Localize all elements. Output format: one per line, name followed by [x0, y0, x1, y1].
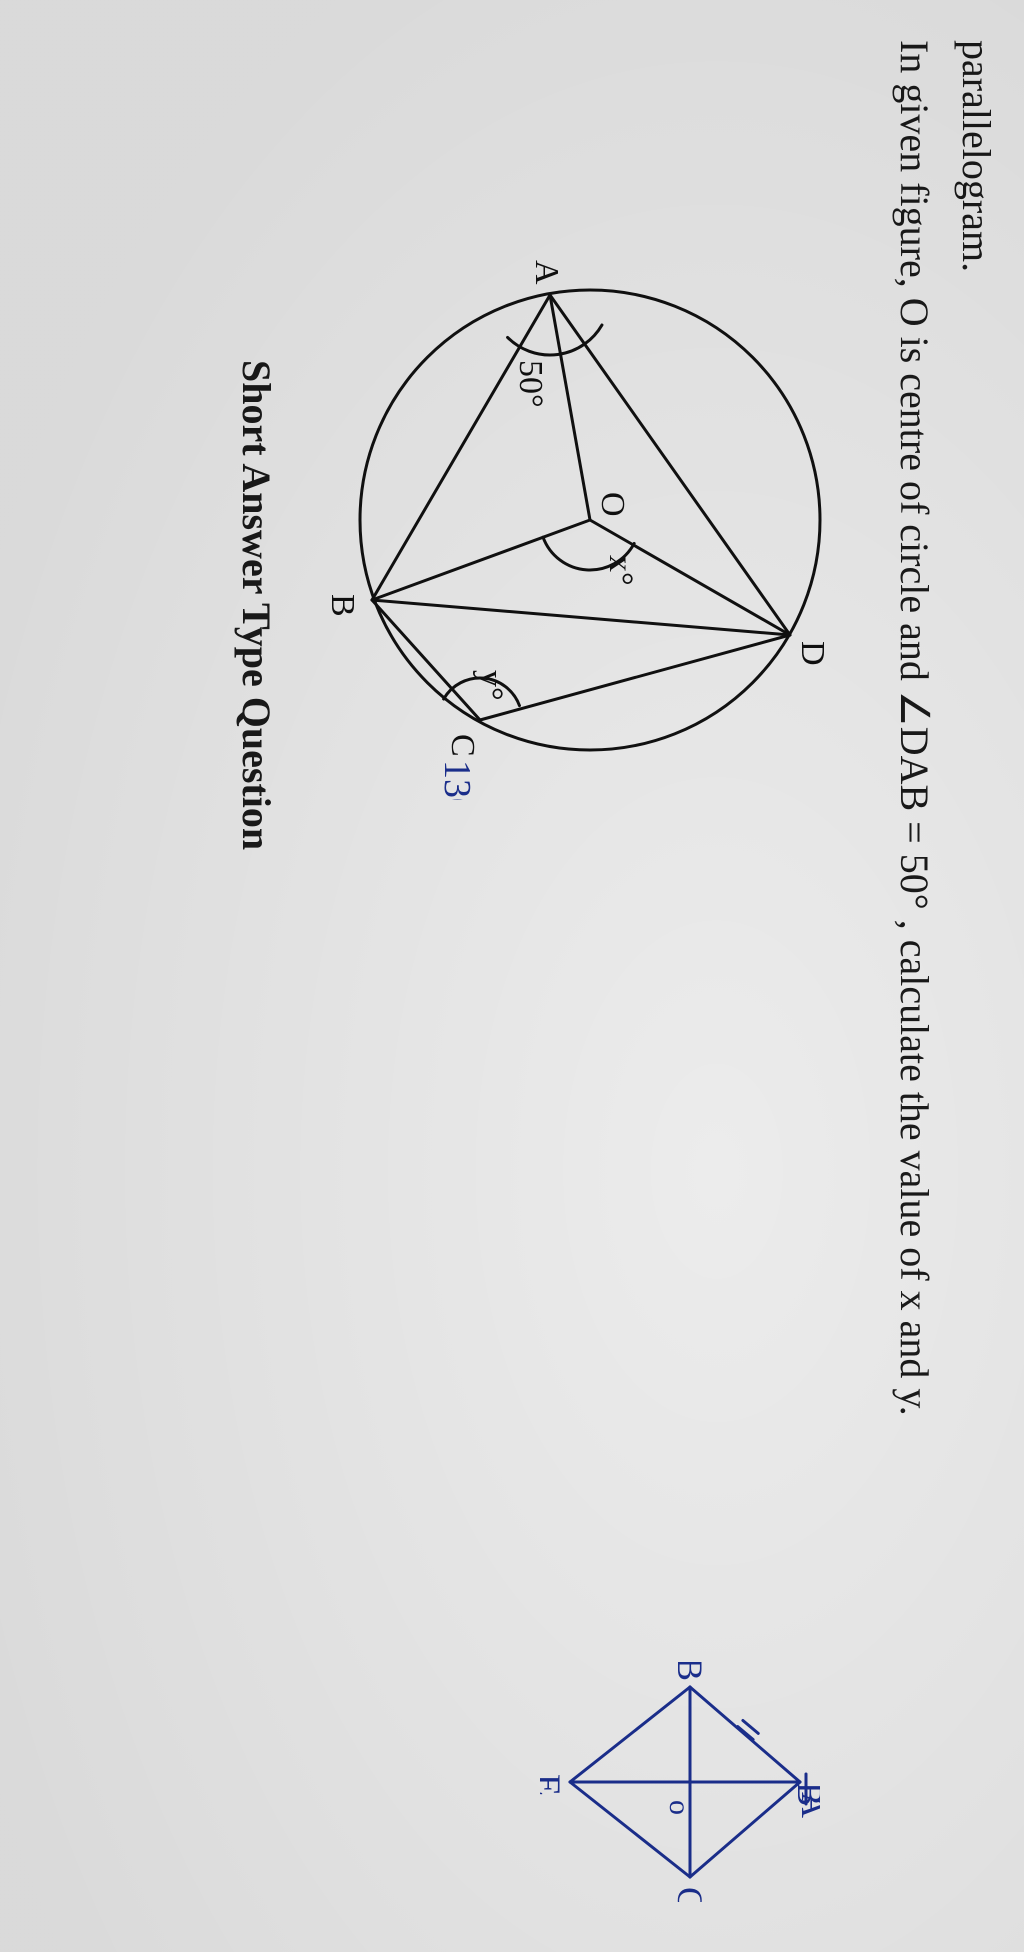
page-content: parallelogram. In given figure, O is cen…: [0, 0, 1024, 1952]
sketch-edge-AC: [690, 1782, 800, 1877]
segment-AB: [372, 295, 550, 600]
sketch-center-o: o: [663, 1800, 696, 1815]
circle-figure: A B C D O 50° x° y° 130: [330, 240, 850, 800]
sketch-edge-BE: [570, 1687, 690, 1782]
section-heading: Short Answer Type Question: [233, 360, 280, 1912]
angle-label-at_A: 50°: [512, 360, 549, 408]
segment-AD: [550, 295, 790, 635]
figures-row: A B C D O 50° x° y° 130 A B C Eo B: [310, 40, 880, 1912]
sketch-tick-AB: [738, 1721, 758, 1740]
angle-label-at_O: x°: [602, 555, 639, 586]
segment-AO: [550, 295, 590, 520]
point-label-D: D: [794, 641, 831, 666]
point-label-O: O: [594, 492, 631, 517]
sketch-label-E: E: [540, 1774, 568, 1796]
point-label-A: A: [528, 260, 565, 285]
sketch-edge-CE: [570, 1782, 690, 1877]
handwritten-kite-sketch: ABCEoB: [540, 1662, 820, 1902]
segment-BD: [372, 600, 790, 635]
segment-OB: [372, 520, 590, 600]
angle-label-at_C: y°: [472, 670, 509, 701]
point-label-B: B: [330, 594, 361, 617]
sketch-label-C: C: [670, 1887, 710, 1902]
question-text: In given figure, O is centre of circle a…: [886, 40, 942, 1912]
sketch-label-B: B: [670, 1662, 710, 1681]
point-label-C: C: [444, 734, 481, 757]
segment-CB: [372, 600, 480, 720]
segment-DC: [480, 635, 790, 720]
handwritten-130: 130: [436, 760, 478, 800]
partial-line: parallelogram.: [948, 40, 1004, 1912]
